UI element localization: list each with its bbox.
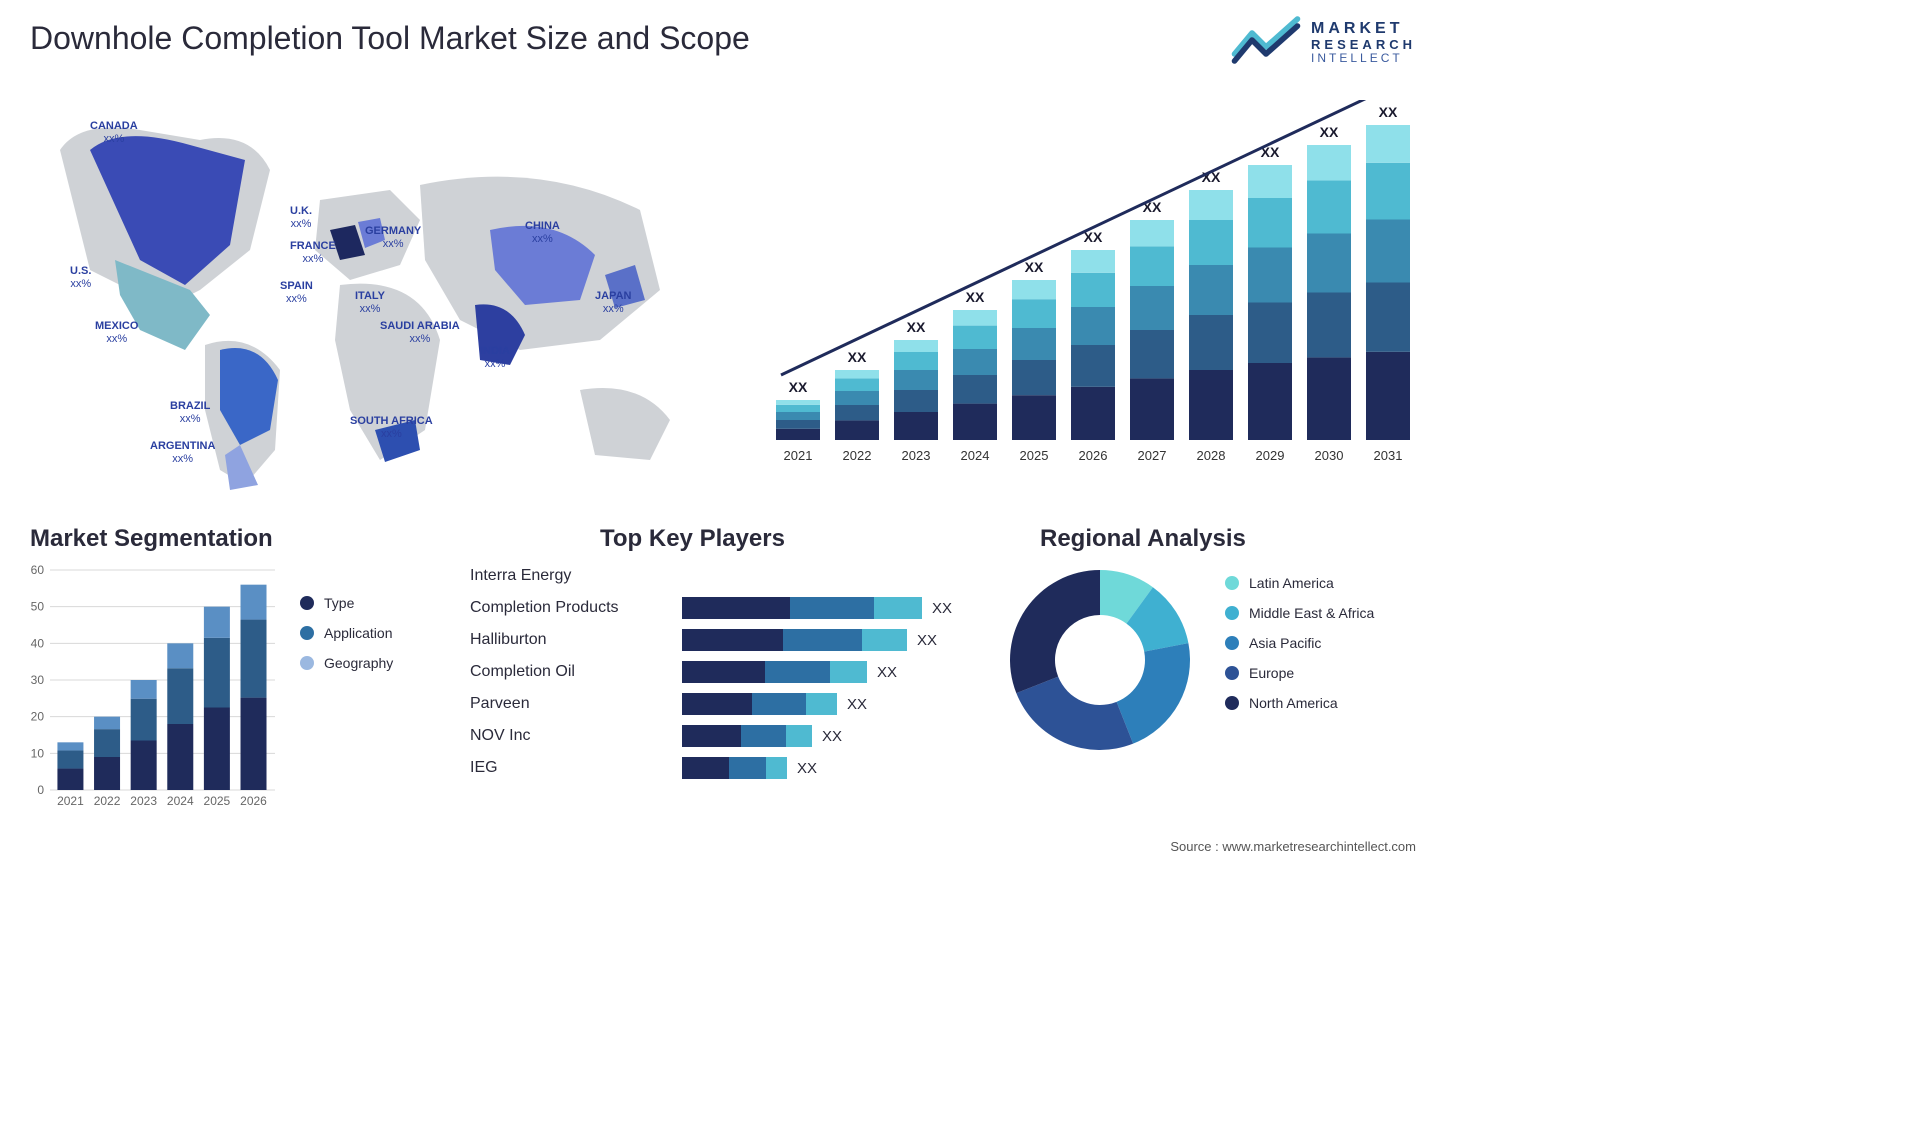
map-label-germany: GERMANYxx%: [365, 225, 421, 251]
regional-donut: [1000, 560, 1200, 760]
player-row: Parveen XX: [470, 688, 970, 720]
svg-text:2025: 2025: [1020, 448, 1049, 463]
segmentation-legend: Type Application Geography: [300, 595, 393, 685]
svg-text:2029: 2029: [1256, 448, 1285, 463]
map-label-canada: CANADAxx%: [90, 120, 138, 146]
player-value: XX: [822, 728, 842, 745]
map-label-china: CHINAxx%: [525, 220, 560, 246]
player-row: Halliburton XX: [470, 624, 970, 656]
map-label-south-africa: SOUTH AFRICAxx%: [350, 415, 433, 441]
svg-text:XX: XX: [1025, 259, 1044, 275]
svg-text:40: 40: [31, 636, 45, 650]
map-label-italy: ITALYxx%: [355, 290, 385, 316]
regional-heading: Regional Analysis: [1040, 525, 1246, 553]
svg-text:XX: XX: [848, 349, 867, 365]
logo-mark-icon: [1231, 15, 1301, 70]
svg-text:30: 30: [31, 673, 45, 687]
region-legend-item: Europe: [1225, 665, 1374, 681]
svg-text:XX: XX: [1320, 124, 1339, 140]
source-attribution: Source : www.marketresearchintellect.com: [1170, 839, 1416, 854]
player-label: Parveen: [470, 695, 670, 713]
svg-text:XX: XX: [907, 319, 926, 335]
region-legend-item: Asia Pacific: [1225, 635, 1374, 651]
svg-text:XX: XX: [1379, 104, 1398, 120]
svg-text:20: 20: [31, 710, 45, 724]
region-legend-item: Middle East & Africa: [1225, 605, 1374, 621]
svg-text:50: 50: [31, 600, 45, 614]
seg-legend-item: Geography: [300, 655, 393, 671]
segmentation-chart: 0 10 20 30 40 50 60 2021 2022 2023 2024 2025 2026: [20, 560, 280, 820]
map-label-mexico: MEXICOxx%: [95, 320, 138, 346]
main-bar-chart: XX 2021 XX 2022 XX 2023 XX 2024 XX 2025 XX 2026 XX 20…: [756, 100, 1416, 480]
region-legend-item: Latin America: [1225, 575, 1374, 591]
svg-text:0: 0: [37, 783, 44, 797]
page-title: Downhole Completion Tool Market Size and…: [30, 20, 750, 57]
players-heading: Top Key Players: [600, 525, 785, 553]
svg-text:2030: 2030: [1315, 448, 1344, 463]
svg-text:XX: XX: [789, 379, 808, 395]
player-label: Completion Oil: [470, 663, 670, 681]
player-value: XX: [797, 760, 817, 777]
player-label: Halliburton: [470, 631, 670, 649]
player-label: IEG: [470, 759, 670, 777]
logo-text: MARKET RESEARCH INTELLECT: [1311, 20, 1416, 65]
svg-text:2022: 2022: [843, 448, 872, 463]
player-row: Interra Energy: [470, 560, 970, 592]
brand-logo: MARKET RESEARCH INTELLECT: [1231, 15, 1416, 70]
svg-text:2021: 2021: [784, 448, 813, 463]
segmentation-heading: Market Segmentation: [30, 525, 273, 553]
map-label-spain: SPAINxx%: [280, 280, 313, 306]
player-row: Completion Products XX: [470, 592, 970, 624]
player-row: Completion Oil XX: [470, 656, 970, 688]
player-label: Completion Products: [470, 599, 670, 617]
svg-text:2026: 2026: [240, 794, 267, 808]
map-label-india: INDIAxx%: [480, 345, 510, 371]
svg-text:2027: 2027: [1138, 448, 1167, 463]
svg-text:2026: 2026: [1079, 448, 1108, 463]
svg-text:2021: 2021: [57, 794, 84, 808]
svg-text:2031: 2031: [1374, 448, 1403, 463]
map-label-u-k-: U.K.xx%: [290, 205, 312, 231]
player-label: Interra Energy: [470, 567, 670, 585]
svg-text:60: 60: [31, 563, 45, 577]
map-label-saudi-arabia: SAUDI ARABIAxx%: [380, 320, 460, 346]
regional-legend: Latin America Middle East & Africa Asia Pa…: [1225, 575, 1374, 725]
player-row: NOV Inc XX: [470, 720, 970, 752]
svg-text:XX: XX: [966, 289, 985, 305]
svg-text:2025: 2025: [204, 794, 231, 808]
svg-text:2023: 2023: [902, 448, 931, 463]
map-label-u-s-: U.S.xx%: [70, 265, 91, 291]
svg-text:2023: 2023: [130, 794, 157, 808]
player-value: XX: [847, 696, 867, 713]
map-label-france: FRANCExx%: [290, 240, 336, 266]
region-legend-item: North America: [1225, 695, 1374, 711]
world-map: CANADAxx% U.S.xx% MEXICOxx% BRAZILxx% ARGENT…: [20, 90, 720, 500]
player-value: XX: [932, 600, 952, 617]
logo-line2: RESEARCH: [1311, 38, 1416, 52]
map-label-brazil: BRAZILxx%: [170, 400, 210, 426]
svg-text:2022: 2022: [94, 794, 121, 808]
logo-line3: INTELLECT: [1311, 52, 1416, 65]
player-value: XX: [917, 632, 937, 649]
svg-text:10: 10: [31, 746, 45, 760]
map-label-japan: JAPANxx%: [595, 290, 631, 316]
player-value: XX: [877, 664, 897, 681]
players-chart: Interra EnergyCompletion ProductsXXHalli…: [470, 560, 970, 784]
seg-legend-item: Application: [300, 625, 393, 641]
logo-line1: MARKET: [1311, 20, 1416, 38]
svg-text:2024: 2024: [961, 448, 990, 463]
svg-text:2024: 2024: [167, 794, 194, 808]
player-label: NOV Inc: [470, 727, 670, 745]
seg-legend-item: Type: [300, 595, 393, 611]
svg-text:2028: 2028: [1197, 448, 1226, 463]
player-row: IEG XX: [470, 752, 970, 784]
map-label-argentina: ARGENTINAxx%: [150, 440, 215, 466]
